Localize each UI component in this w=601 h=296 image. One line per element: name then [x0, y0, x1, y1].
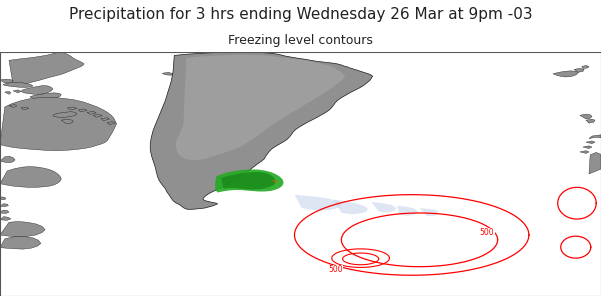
Polygon shape — [580, 151, 589, 153]
Text: 500: 500 — [328, 265, 343, 274]
Polygon shape — [0, 97, 117, 151]
Polygon shape — [30, 93, 61, 99]
Polygon shape — [61, 119, 73, 123]
Polygon shape — [371, 202, 397, 213]
Polygon shape — [0, 79, 13, 83]
Polygon shape — [78, 109, 87, 112]
Polygon shape — [272, 180, 278, 183]
Polygon shape — [583, 146, 592, 149]
Polygon shape — [21, 107, 29, 110]
Polygon shape — [101, 118, 109, 121]
Polygon shape — [0, 167, 61, 187]
Polygon shape — [5, 91, 11, 94]
Polygon shape — [586, 119, 595, 123]
Polygon shape — [3, 82, 33, 87]
Polygon shape — [21, 86, 53, 94]
Text: Precipitation for 3 hrs ending Wednesday 26 Mar at 9pm -03: Precipitation for 3 hrs ending Wednesday… — [69, 7, 532, 22]
Polygon shape — [38, 101, 48, 105]
Polygon shape — [574, 68, 584, 72]
Polygon shape — [0, 237, 41, 249]
Polygon shape — [162, 72, 173, 75]
Polygon shape — [9, 52, 84, 86]
Polygon shape — [586, 141, 595, 144]
Polygon shape — [13, 90, 21, 93]
Polygon shape — [107, 122, 115, 125]
Text: Freezing level contours: Freezing level contours — [228, 34, 373, 47]
Polygon shape — [0, 204, 8, 207]
Polygon shape — [28, 102, 39, 106]
Polygon shape — [0, 217, 11, 220]
Polygon shape — [67, 107, 77, 110]
Polygon shape — [589, 135, 601, 139]
Polygon shape — [0, 210, 9, 213]
Polygon shape — [87, 111, 96, 114]
Polygon shape — [53, 112, 77, 117]
Polygon shape — [0, 156, 15, 163]
Polygon shape — [221, 172, 275, 189]
Polygon shape — [0, 221, 45, 237]
Polygon shape — [582, 65, 589, 68]
Polygon shape — [0, 197, 6, 200]
Polygon shape — [175, 55, 345, 160]
Polygon shape — [215, 170, 284, 192]
Polygon shape — [580, 114, 592, 119]
Polygon shape — [553, 71, 578, 77]
Polygon shape — [150, 52, 373, 209]
Polygon shape — [294, 195, 341, 210]
Polygon shape — [419, 208, 439, 216]
Text: 500: 500 — [480, 229, 494, 237]
Polygon shape — [589, 152, 601, 174]
Polygon shape — [93, 114, 102, 117]
Polygon shape — [397, 206, 418, 216]
Polygon shape — [334, 200, 368, 214]
Polygon shape — [9, 104, 17, 107]
